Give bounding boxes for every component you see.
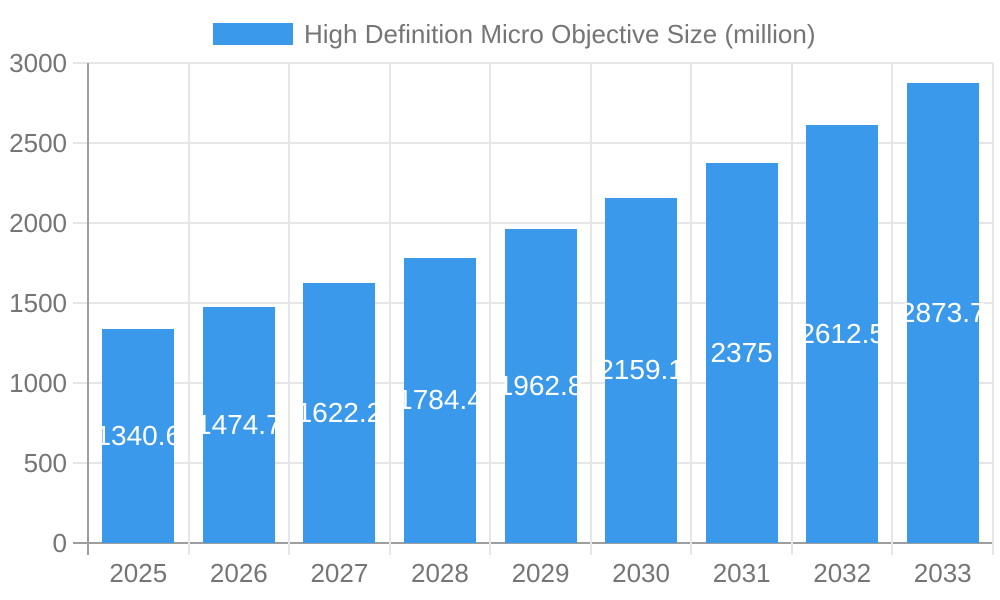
x-axis-label-2025: 2025 bbox=[109, 558, 168, 588]
bar-2031[interactable]: 2375 bbox=[705, 163, 778, 543]
bar-2030[interactable]: 2159.1 bbox=[598, 197, 684, 543]
gridline-y-3000 bbox=[73, 62, 993, 64]
legend-label: High Definition Micro Objective Size (mi… bbox=[304, 19, 816, 49]
gridline-x-3 bbox=[388, 63, 391, 555]
x-axis-label-2030: 2030 bbox=[612, 558, 670, 588]
y-axis-label: 0 bbox=[52, 528, 67, 558]
bar-value-label: 1784.4 bbox=[397, 384, 483, 416]
y-axis-label: 1500 bbox=[9, 288, 67, 318]
bar-value-label: 2159.1 bbox=[598, 354, 684, 386]
gridline-x-5 bbox=[589, 63, 592, 555]
x-axis-label-2031: 2031 bbox=[712, 558, 771, 588]
gridline-x-4 bbox=[489, 63, 492, 555]
x-axis-label-2026: 2026 bbox=[209, 558, 268, 588]
bar-value-label: 1962.8 bbox=[497, 369, 584, 401]
gridline-y-0 bbox=[73, 542, 993, 544]
bar-value-label: 1474.7 bbox=[196, 409, 282, 441]
bar-2025[interactable]: 1340.6 bbox=[95, 328, 181, 543]
y-axis-label: 500 bbox=[23, 448, 67, 478]
gridline-x-7 bbox=[790, 63, 793, 555]
x-axis-label-2029: 2029 bbox=[511, 558, 570, 588]
chart-legend[interactable]: High Definition Micro Objective Size (mi… bbox=[213, 21, 816, 47]
x-axis-label-2032: 2032 bbox=[813, 558, 872, 588]
x-axis-label-2028: 2028 bbox=[411, 558, 469, 588]
bar-value-label: 1340.6 bbox=[95, 419, 182, 451]
legend-swatch bbox=[213, 23, 293, 45]
y-axis-label: 3000 bbox=[9, 48, 67, 78]
bar-2026[interactable]: 1474.7 bbox=[196, 307, 282, 543]
bar-value-label: 2873.7 bbox=[899, 297, 986, 329]
y-axis-label: 2500 bbox=[9, 128, 67, 158]
bar-value-label: 2612.5 bbox=[799, 318, 885, 349]
gridline-y-2500 bbox=[73, 142, 993, 144]
plot-area: 0 500 1000 1500 2000 2500 3000 1340.6 2025 1474.7… bbox=[9, 50, 994, 586]
y-axis-label: 1000 bbox=[9, 368, 67, 398]
bar-2027[interactable]: 1622.2 bbox=[297, 283, 382, 543]
x-axis-label-2027: 2027 bbox=[310, 558, 369, 588]
bar-value-label: 1622.2 bbox=[296, 397, 383, 429]
gridline-x-1 bbox=[187, 63, 190, 555]
bar-2028[interactable]: 1784.4 bbox=[397, 257, 483, 543]
gridline-x-9 bbox=[992, 63, 994, 555]
x-axis-label-2033: 2033 bbox=[913, 558, 972, 588]
y-axis-label: 2000 bbox=[9, 208, 67, 238]
gridline-y-2000 bbox=[73, 222, 993, 224]
bar-2029[interactable]: 1962.8 bbox=[498, 228, 583, 543]
y-axis-line bbox=[87, 63, 89, 555]
gridline-x-6 bbox=[690, 63, 693, 555]
bar-2033[interactable]: 2873.7 bbox=[900, 83, 986, 543]
bar-value-label: 2375 bbox=[710, 337, 773, 368]
gridline-x-2 bbox=[288, 63, 291, 555]
bar-2032[interactable]: 2612.5 bbox=[799, 125, 885, 543]
gridline-x-8 bbox=[891, 63, 894, 555]
